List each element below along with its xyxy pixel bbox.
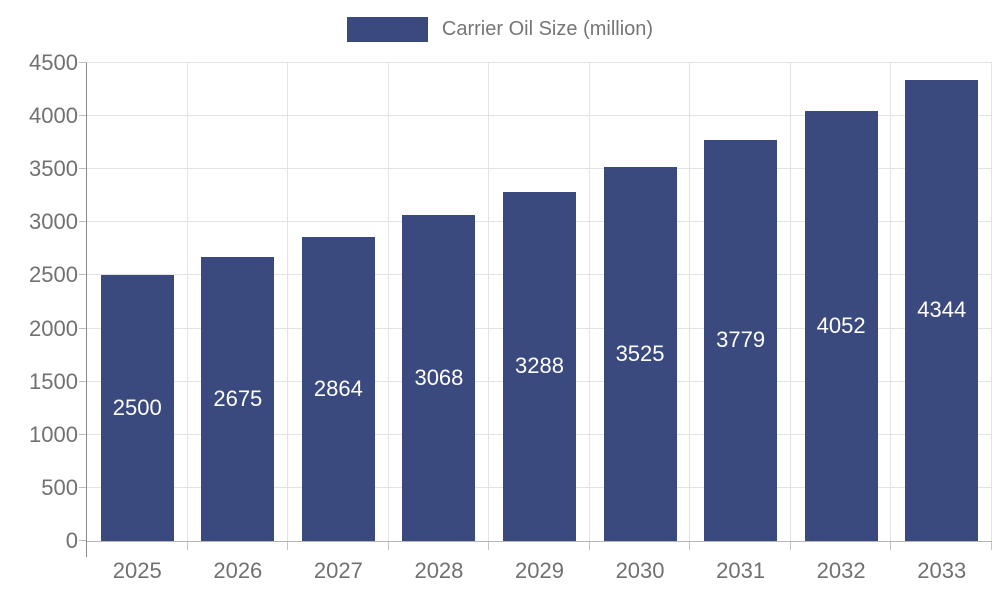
bar-value-label: 4344 (917, 297, 967, 323)
x-gridline (387, 63, 389, 541)
y-tick (79, 221, 87, 223)
x-axis-tick-label: 2031 (716, 558, 766, 583)
y-gridline (87, 62, 992, 63)
bar[interactable] (603, 166, 677, 541)
y-tick (79, 380, 87, 382)
x-axis-tick-label: 2033 (917, 558, 967, 583)
bar[interactable] (402, 215, 476, 541)
bar[interactable] (503, 191, 576, 541)
x-tick (789, 541, 791, 550)
bar-value-label: 2500 (112, 395, 162, 421)
y-axis-tick-label: 3000 (29, 209, 78, 235)
y-tick (79, 486, 87, 488)
bar[interactable] (201, 256, 275, 541)
x-tick (186, 541, 188, 550)
x-tick (588, 541, 590, 550)
bar-value-label: 3288 (515, 353, 564, 379)
x-gridline (991, 63, 992, 541)
y-axis-tick-label: 1000 (29, 421, 78, 447)
x-gridline (890, 63, 892, 541)
x-gridline (789, 63, 791, 541)
bar[interactable] (704, 139, 778, 541)
x-axis-tick-label: 2029 (515, 558, 564, 583)
y-tick (79, 168, 87, 170)
y-axis-tick-label: 3500 (29, 156, 78, 182)
bar-value-label: 3779 (716, 327, 766, 353)
bar-value-label: 2675 (213, 385, 263, 411)
x-tick (287, 541, 289, 550)
y-axis-tick-label: 2500 (29, 262, 78, 288)
y-tick (79, 62, 87, 63)
x-axis-tick-label: 2028 (414, 558, 464, 583)
bar-value-label: 2864 (313, 375, 363, 401)
y-tick (79, 433, 87, 435)
x-tick (689, 541, 691, 550)
y-axis-tick-label: 1500 (29, 368, 78, 394)
y-axis-tick-label: 0 (65, 528, 78, 553)
x-gridline (588, 63, 590, 541)
legend-label: Carrier Oil Size (million) (441, 18, 654, 40)
y-gridline (87, 168, 992, 170)
x-tick (488, 541, 490, 550)
bar[interactable] (905, 79, 979, 541)
x-axis-tick-label: 2027 (313, 558, 363, 583)
x-axis-tick-label: 2032 (816, 558, 866, 583)
y-axis-line (86, 63, 87, 557)
bar-value-label: 3525 (615, 340, 665, 366)
y-tick (79, 115, 87, 117)
y-tick (79, 540, 87, 541)
bar[interactable] (100, 275, 174, 541)
y-axis-tick-label: 500 (41, 474, 78, 500)
bar-value-label: 4052 (816, 312, 866, 338)
x-axis-tick-label: 2026 (213, 558, 263, 583)
legend-swatch (346, 17, 428, 42)
legend[interactable]: Carrier Oil Size (million) (0, 17, 1000, 42)
x-gridline (186, 63, 188, 541)
x-axis-tick-label: 2025 (112, 558, 162, 583)
x-axis-line (87, 541, 992, 542)
y-axis-tick-label: 4000 (29, 103, 78, 129)
x-axis-tick-label: 2030 (615, 558, 665, 583)
y-axis-tick-label: 4500 (29, 50, 78, 75)
y-axis-tick-label: 2000 (29, 315, 78, 341)
x-tick (991, 541, 992, 550)
y-tick (79, 327, 87, 329)
bar[interactable] (301, 236, 375, 541)
x-gridline (689, 63, 691, 541)
x-gridline (488, 63, 490, 541)
x-gridline (287, 63, 289, 541)
bar[interactable] (804, 110, 878, 541)
y-gridline (87, 115, 992, 117)
bar-value-label: 3068 (414, 365, 464, 391)
y-tick (79, 274, 87, 276)
x-tick (387, 541, 389, 550)
x-tick (890, 541, 892, 550)
